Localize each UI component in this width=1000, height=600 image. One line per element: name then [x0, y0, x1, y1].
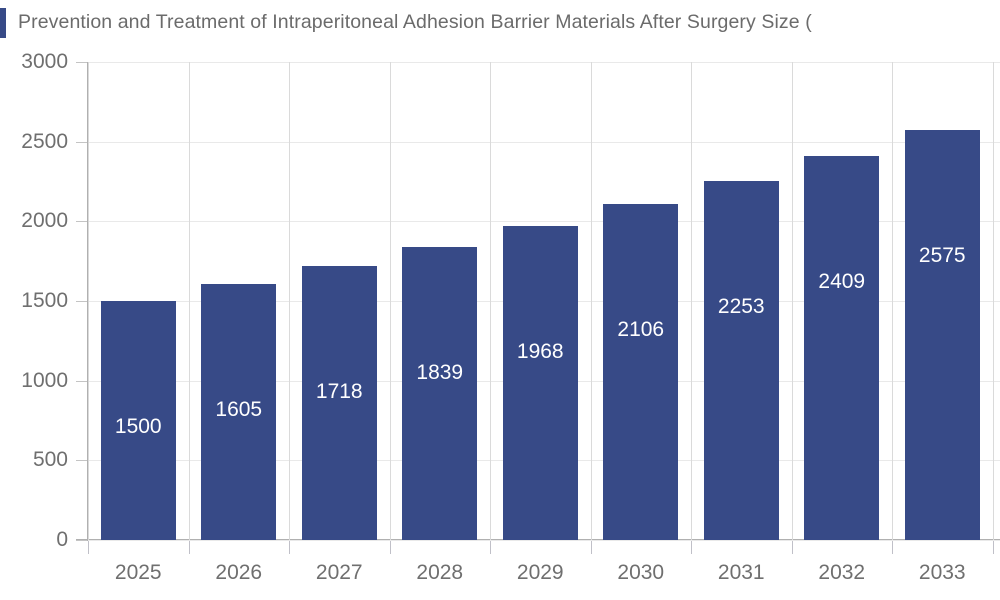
gridline-vertical [992, 62, 994, 540]
chart-header: Prevention and Treatment of Intraperiton… [0, 0, 1000, 46]
x-axis-tick-label: 2029 [516, 561, 564, 584]
legend-color-swatch [0, 8, 6, 38]
x-axis-tick-mark [791, 541, 793, 554]
x-axis-tick-mark [188, 541, 190, 554]
y-axis-tick-mark [76, 460, 87, 462]
x-axis-tick-mark [389, 541, 391, 554]
x-axis-tick-label: 2031 [717, 561, 765, 584]
bar[interactable] [804, 156, 880, 540]
x-axis-tick-label: 2033 [918, 561, 966, 584]
y-axis-tick-mark [76, 380, 87, 382]
x-axis-tick-label: 2027 [315, 561, 363, 584]
gridline-vertical [892, 62, 893, 540]
gridline-horizontal [88, 62, 1000, 63]
y-axis-tick-mark [76, 62, 87, 63]
y-axis-tick-mark [76, 301, 87, 302]
bar[interactable] [703, 181, 779, 540]
x-axis-tick-label: 2025 [114, 561, 162, 584]
gridline-vertical [691, 62, 692, 540]
gridline-horizontal [88, 221, 1000, 223]
x-axis-tick-mark [88, 541, 89, 554]
x-axis-tick-mark [490, 541, 491, 554]
gridline-vertical [389, 62, 391, 540]
gridline-vertical [188, 62, 190, 540]
bar[interactable] [904, 129, 980, 540]
x-axis-tick-mark [691, 541, 692, 554]
bar[interactable] [301, 266, 377, 540]
x-axis-tick-mark [892, 541, 893, 554]
y-axis-tick-label: 2000 [21, 209, 68, 233]
y-axis-tick-mark [76, 540, 87, 541]
y-axis-tick-label: 1500 [21, 289, 68, 312]
x-axis-tick-label: 2032 [818, 561, 866, 584]
gridline-vertical [590, 62, 592, 540]
gridline-vertical [791, 62, 793, 540]
y-axis-tick-label: 2500 [21, 129, 68, 153]
bar[interactable] [502, 226, 578, 540]
y-axis-tick-label: 500 [32, 448, 68, 472]
y-axis-tick-mark [76, 221, 87, 223]
gridline-horizontal [88, 540, 1000, 541]
bar[interactable] [603, 204, 679, 540]
chart-title: Prevention and Treatment of Intraperiton… [18, 13, 812, 33]
plot-area: 1500 1605 1718 1839 1968 2106 2253 2409 2575 [88, 62, 1000, 541]
gridline-vertical [88, 62, 89, 540]
bar[interactable] [100, 301, 176, 540]
y-axis-tick-label: 0 [56, 528, 68, 551]
x-axis-tick-label: 2026 [215, 561, 263, 584]
gridline-vertical [490, 62, 491, 540]
y-axis-tick-mark [76, 141, 87, 143]
x-axis-tick-mark [289, 541, 290, 554]
x-axis-tick-mark [992, 541, 994, 554]
x-axis-tick-label: 2030 [617, 561, 665, 584]
x-axis-tick-mark [590, 541, 592, 554]
bar[interactable] [402, 247, 478, 540]
y-axis-tick-label: 3000 [21, 50, 68, 73]
bar[interactable] [201, 284, 277, 540]
y-axis-tick-label: 1000 [21, 368, 68, 392]
x-axis-tick-label: 2028 [416, 561, 464, 584]
gridline-horizontal [88, 141, 1000, 143]
gridline-vertical [289, 62, 290, 540]
